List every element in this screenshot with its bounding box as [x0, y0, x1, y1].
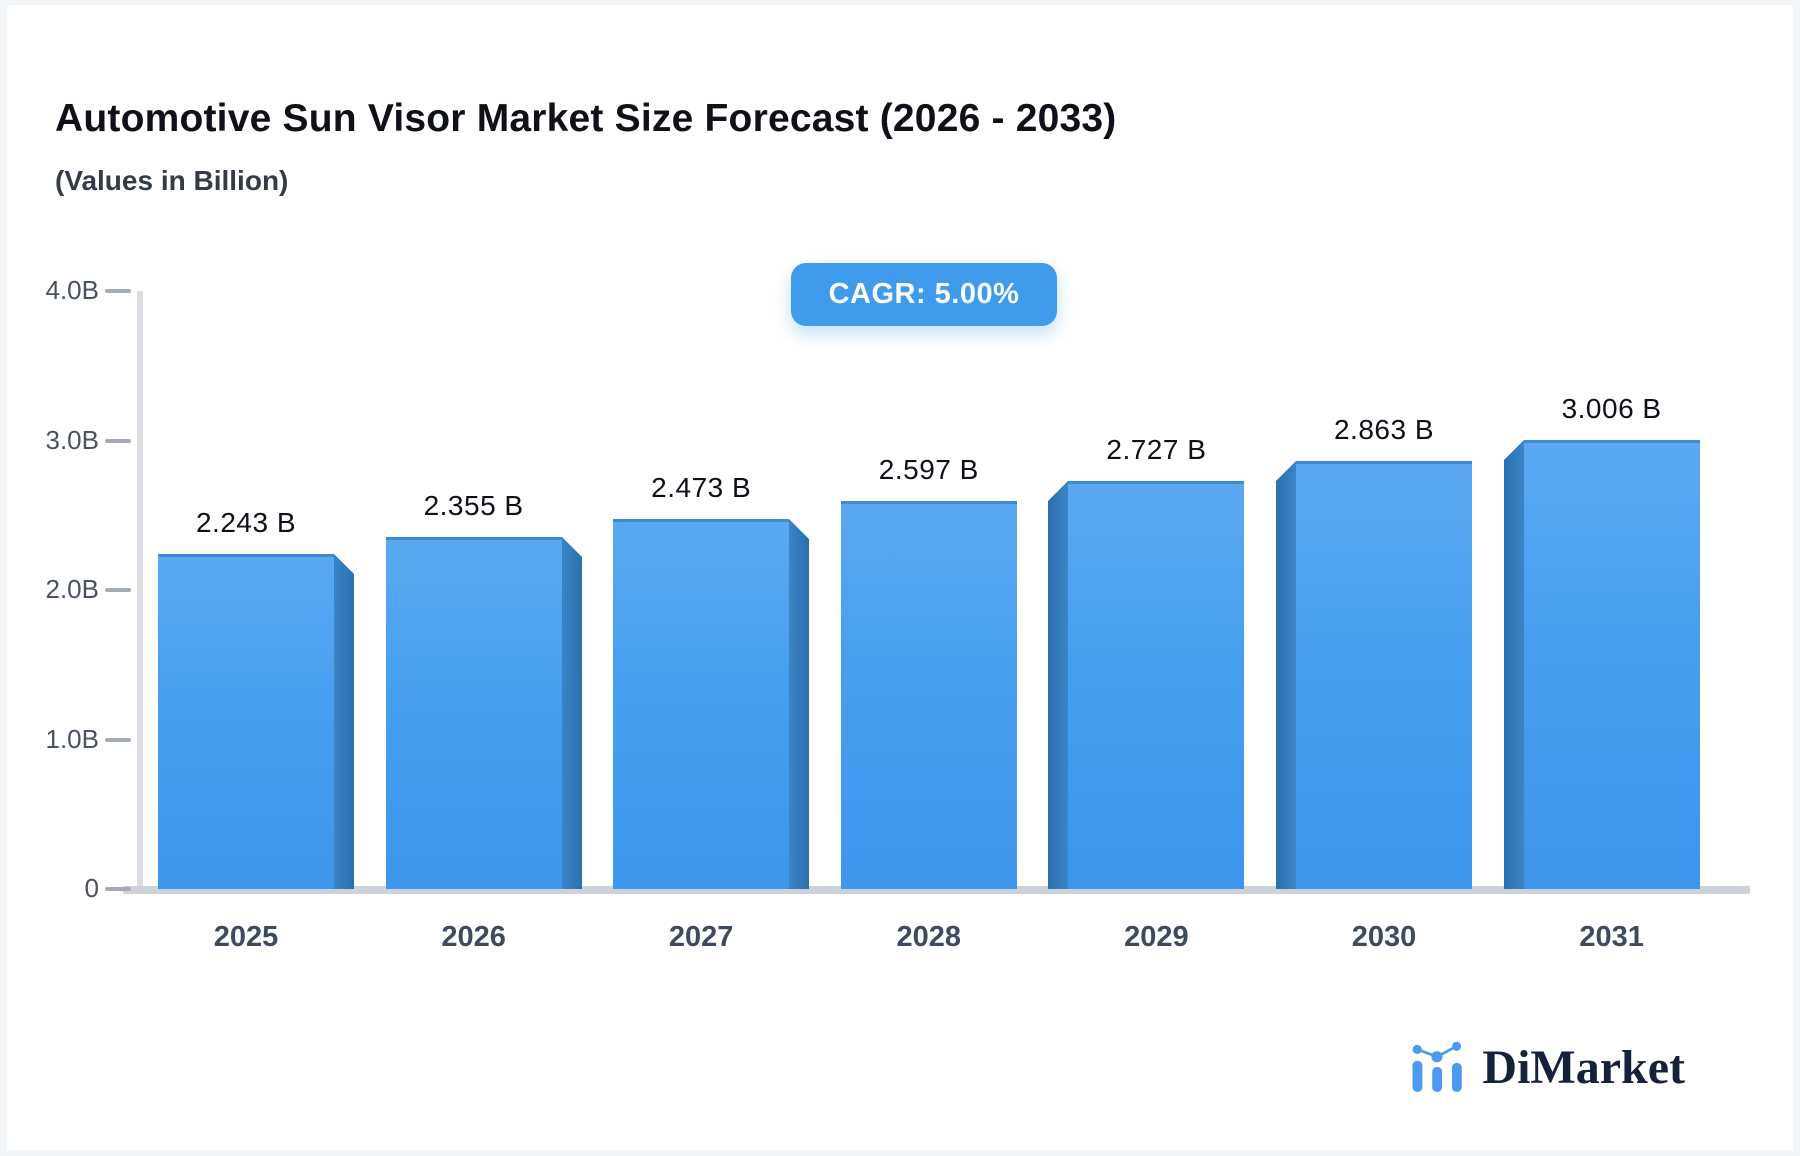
bar-value-label: 2.243 B	[195, 507, 297, 538]
y-axis-tick	[105, 438, 131, 443]
brand-logo: DiMarket	[1412, 1040, 1685, 1092]
cagr-badge: CAGR: 5.00%	[790, 263, 1058, 326]
y-axis-tick	[105, 887, 131, 891]
bar-3d-side	[1048, 481, 1068, 889]
x-axis-label-2027: 2027	[668, 921, 734, 953]
y-axis-tick-label: 1.0B	[45, 723, 100, 754]
y-axis-tick	[105, 289, 131, 293]
bar-2030	[1296, 461, 1472, 889]
bar-value-label: 2.597 B	[878, 454, 979, 485]
y-axis-tick	[105, 588, 131, 592]
bar-2025	[158, 554, 334, 889]
bar-3d-side	[1276, 461, 1296, 889]
bar-value-label: 2.863 B	[1333, 414, 1435, 445]
y-axis-tick-label: 2.0B	[45, 574, 100, 604]
x-axis-label-2030: 2030	[1351, 921, 1417, 953]
bar-3d-side	[334, 554, 354, 889]
bar-3d-side	[1504, 440, 1524, 889]
x-axis-label-2031: 2031	[1579, 921, 1644, 953]
bar-2026	[386, 537, 562, 889]
bar-3d-side	[789, 519, 809, 889]
y-axis-tick-label: 0	[84, 873, 99, 903]
bar-value-label: 2.473 B	[651, 472, 752, 503]
bar-2027	[613, 519, 789, 889]
chart-subtitle: (Values in Billion)	[55, 165, 289, 196]
y-axis-tick-label: 4.0B	[45, 275, 100, 305]
bar-value-label: 2.355 B	[423, 490, 524, 521]
x-axis-baseline	[123, 886, 1750, 894]
bar-2031	[1524, 440, 1700, 889]
bar-2028	[841, 501, 1017, 889]
x-axis-label-2026: 2026	[441, 921, 506, 953]
badge-row: CAGR: 5.00%	[55, 263, 1793, 326]
y-axis-tick	[105, 737, 131, 742]
bar-value-label: 3.006 B	[1561, 393, 1662, 424]
y-axis-tick-label: 3.0B	[45, 424, 100, 455]
x-axis-label-2025: 2025	[213, 921, 279, 953]
x-axis-label-2029: 2029	[1124, 921, 1189, 953]
x-axis-label-2028: 2028	[896, 921, 962, 953]
chart-card: Automotive Sun Visor Market Size Forecas…	[7, 5, 1793, 1150]
y-axis-line	[137, 291, 143, 891]
brand-name: DiMarket	[1482, 1041, 1685, 1094]
chart-title: Automotive Sun Visor Market Size Forecas…	[55, 97, 1117, 140]
bar-3d-side	[562, 537, 582, 889]
bar-2029	[1068, 481, 1244, 889]
bar-value-label: 2.727 B	[1106, 434, 1207, 465]
mini-bar-chart-logo-icon	[1412, 1041, 1463, 1092]
